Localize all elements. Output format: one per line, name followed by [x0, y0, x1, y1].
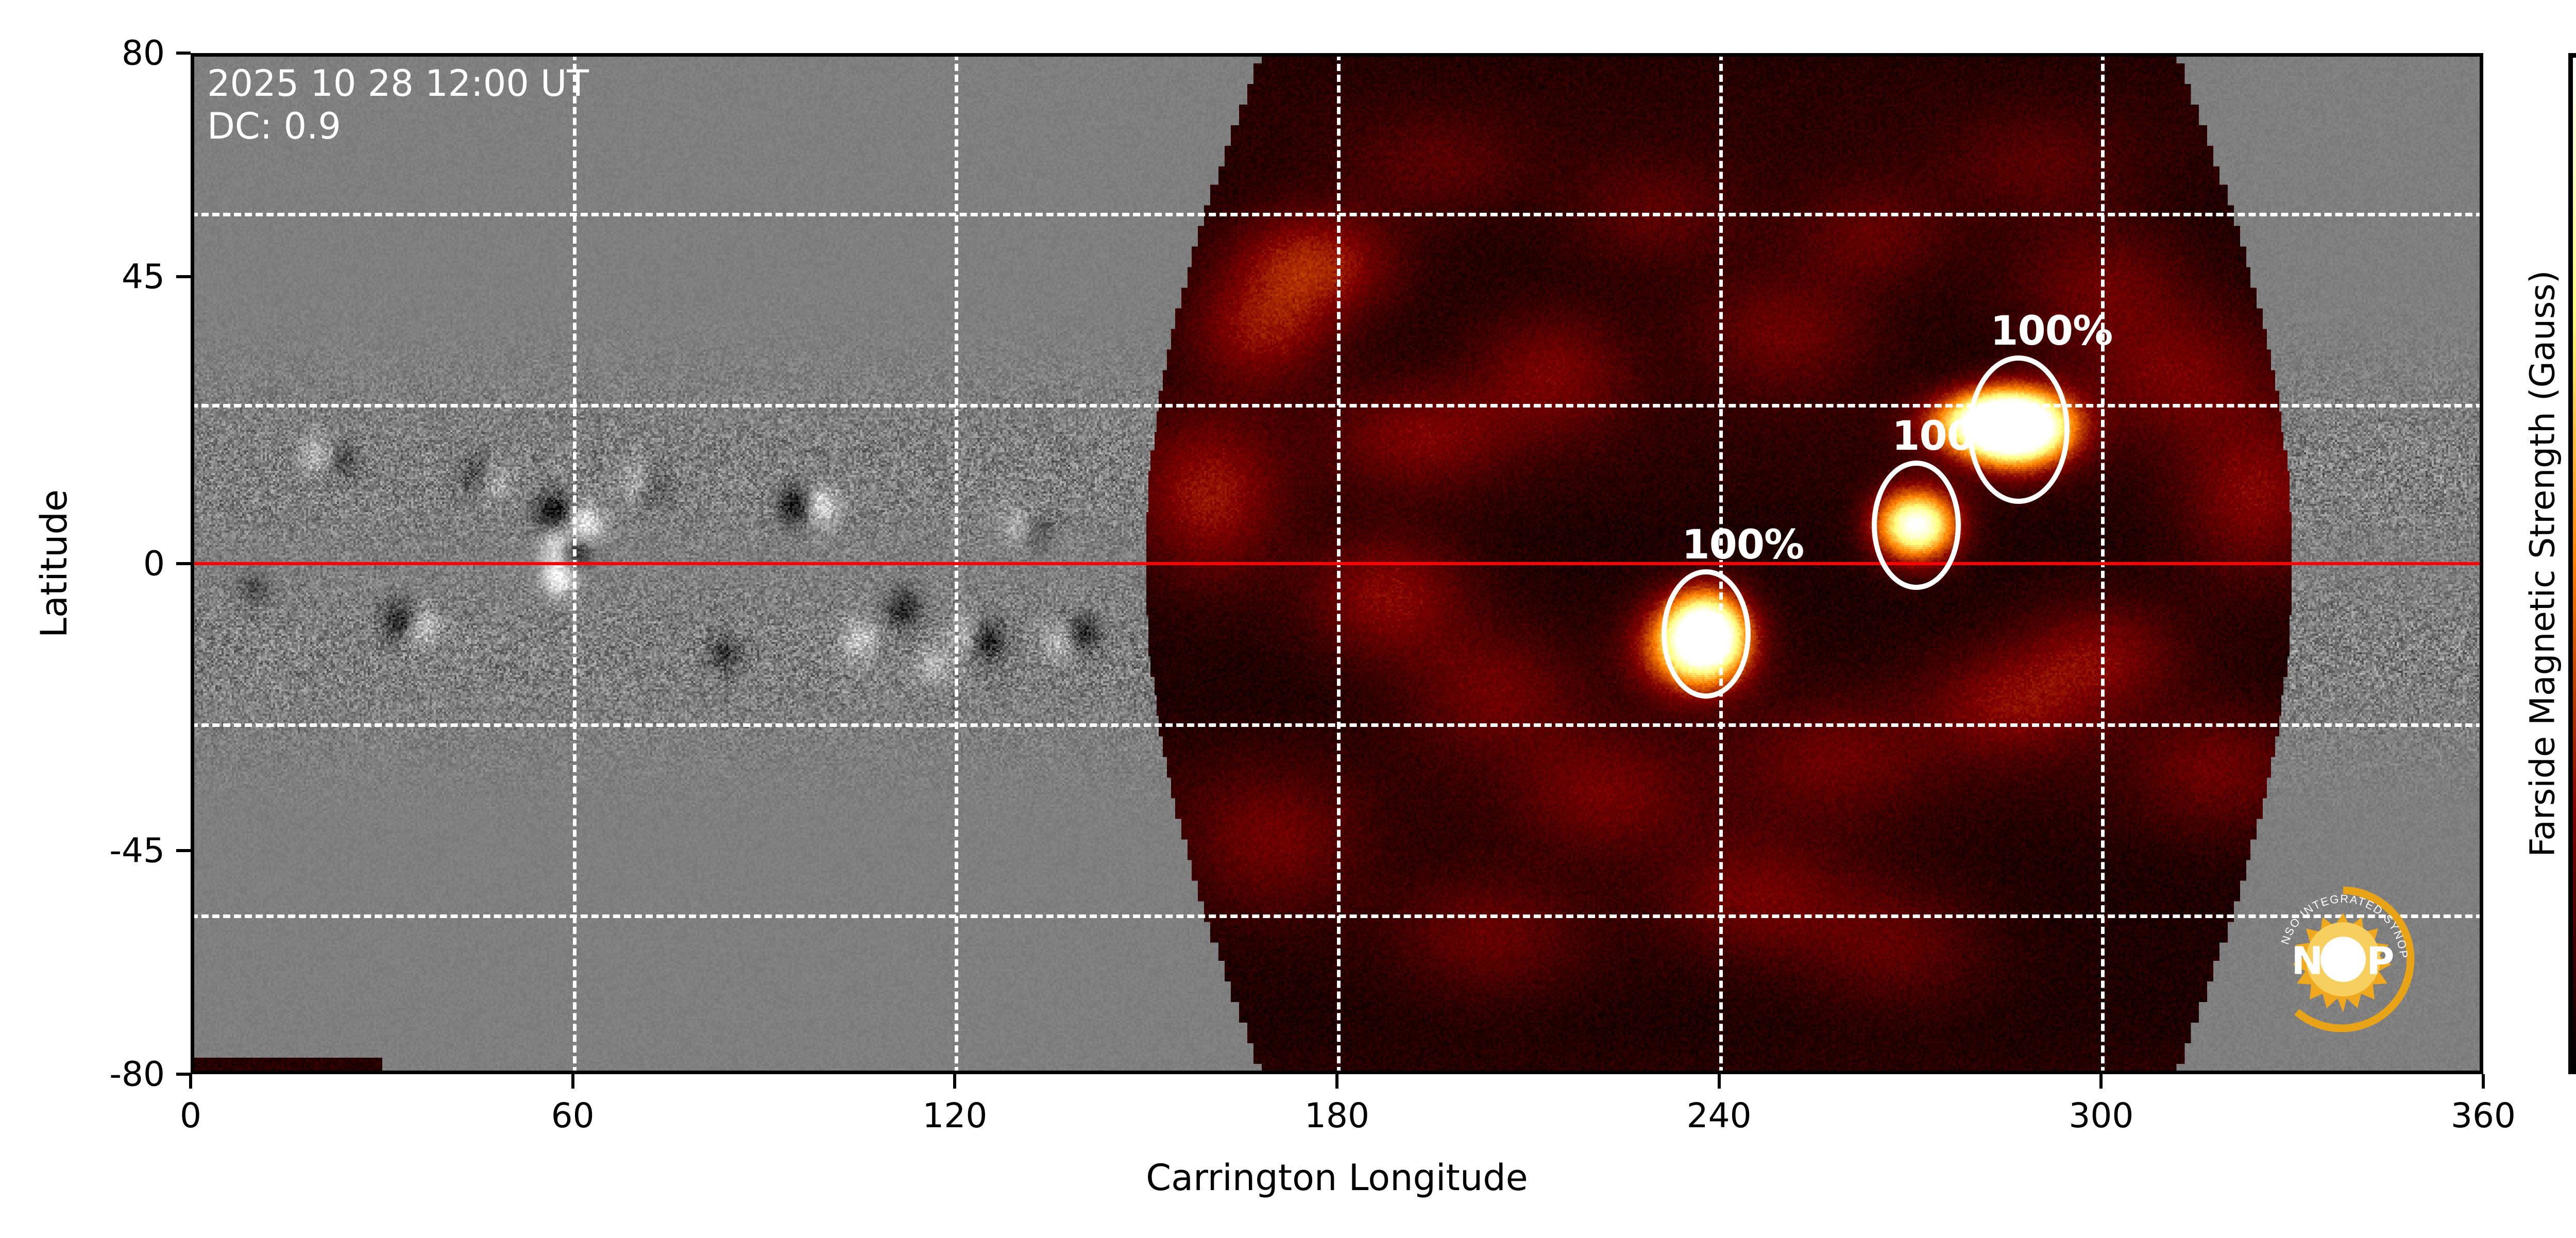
x-tick	[2482, 1074, 2485, 1089]
active-region-circle	[1872, 460, 1961, 590]
nisp-wordmark: NISP	[2291, 939, 2395, 983]
x-tick	[953, 1074, 957, 1089]
y-tick	[176, 52, 191, 55]
x-tick-label: 120	[922, 1096, 988, 1135]
x-tick	[1335, 1074, 1338, 1089]
nisp-logo: NSO INTEGRATED SYNOPTIC PROGRAM NISP	[2261, 872, 2420, 1037]
x-tick	[2099, 1074, 2103, 1089]
timestamp-text: 2025 10 28 12:00 UT	[207, 62, 589, 105]
x-tick	[189, 1074, 192, 1089]
y-tick	[176, 849, 191, 853]
x-tick-label: 360	[2451, 1096, 2516, 1135]
y-tick	[176, 562, 191, 565]
active-region-probability: 100%	[1990, 308, 2113, 355]
x-tick	[571, 1074, 574, 1089]
y-tick	[176, 275, 191, 278]
magnetogram-axes: 2025 10 28 12:00 UT DC: 0.9 100% 100% 100%…	[191, 53, 2483, 1074]
y-tick-label: 80	[122, 33, 165, 73]
y-tick-label: 45	[122, 257, 165, 297]
y-tick-label: -80	[109, 1054, 165, 1094]
colorbar-gradient	[2568, 53, 2576, 1074]
active-region-circle	[1662, 569, 1751, 699]
x-tick-label: 300	[2069, 1096, 2134, 1135]
x-tick-label: 180	[1304, 1096, 1369, 1135]
x-tick	[1717, 1074, 1721, 1089]
active-region-probability: 100%	[1892, 413, 2014, 460]
x-tick-label: 240	[1686, 1096, 1752, 1135]
nisp-logo-icon: NSO INTEGRATED SYNOPTIC PROGRAM	[2261, 872, 2415, 1032]
equator-line	[191, 562, 2483, 565]
x-tick-label: 60	[551, 1096, 595, 1135]
y-axis-label: Latitude	[33, 489, 75, 638]
timestamp-annotation: 2025 10 28 12:00 UT DC: 0.9	[207, 62, 589, 147]
y-tick	[176, 1073, 191, 1076]
colorbar-title: Farside Magnetic Strength (Gauss)	[2522, 270, 2563, 857]
y-tick-label: -45	[109, 830, 165, 871]
dc-text: DC: 0.9	[207, 105, 341, 147]
x-tick-label: 0	[180, 1096, 201, 1135]
x-axis-label: Carrington Longitude	[1146, 1157, 1528, 1199]
y-tick-label: 0	[143, 544, 165, 584]
active-region-circle	[1967, 355, 2070, 504]
active-region-probability: 100%	[1682, 521, 1804, 568]
